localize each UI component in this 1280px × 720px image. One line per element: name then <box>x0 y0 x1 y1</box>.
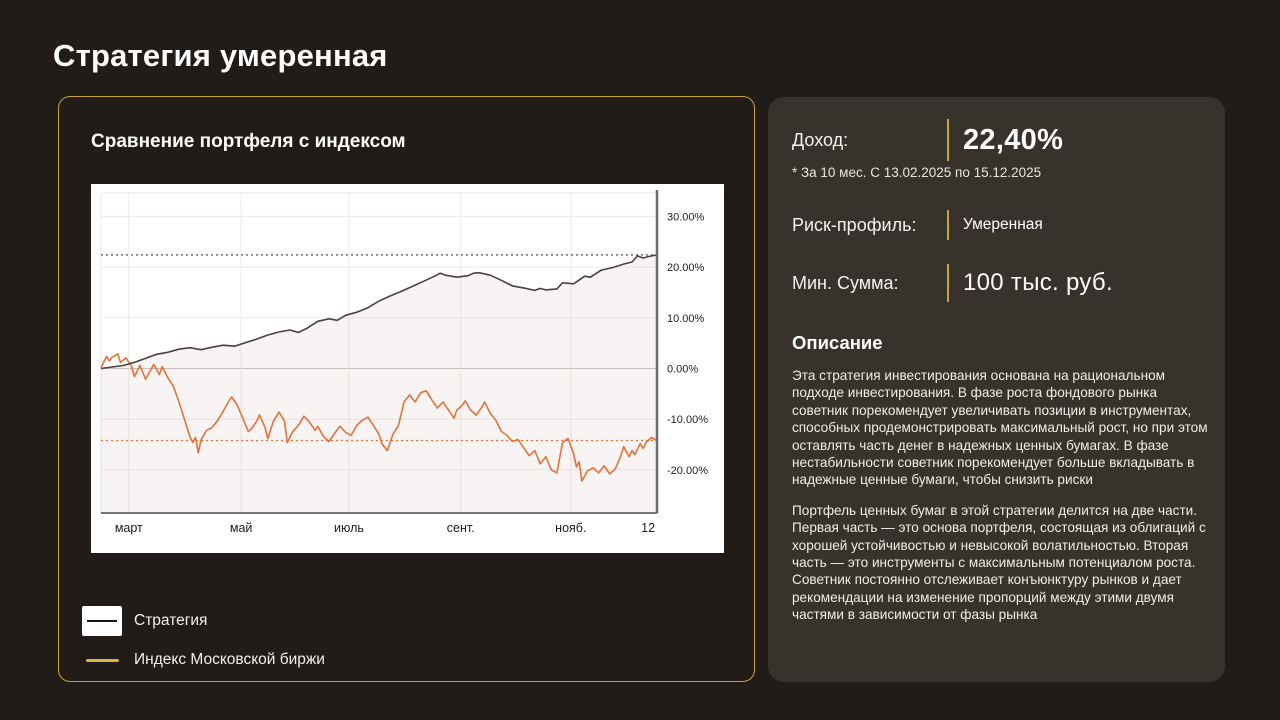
comparison-chart: 30.00% 20.00% 10.00% 0.00% -10.00% -20.00% мар… <box>100 190 708 535</box>
strategy-area-fill <box>101 254 657 513</box>
description-heading: Описание <box>792 332 883 353</box>
y-tick-label: 20.00% <box>667 262 705 274</box>
min-sum-value: 100 тыс. руб. <box>963 269 1113 296</box>
info-panel: Доход: 22,40% * За 10 мес. С 13.02.2025 … <box>768 97 1225 682</box>
x-tick-label: май <box>230 521 253 535</box>
x-tick-label: март <box>115 521 143 535</box>
strategy-swatch-icon <box>82 606 122 636</box>
income-label: Доход: <box>792 129 849 150</box>
risk-profile-value: Умеренная <box>963 216 1043 233</box>
description-paragraph-2: Портфель ценных бумаг в этой стратегии д… <box>792 502 1206 623</box>
min-sum-divider <box>947 264 949 302</box>
y-tick-label: -20.00% <box>667 465 708 477</box>
page-title: Стратегия умеренная <box>53 38 388 73</box>
income-row: Доход: 22,40% <box>792 119 1203 161</box>
legend-index-label: Индекс Московской биржи <box>134 651 325 668</box>
y-tick-label: 0.00% <box>667 364 698 376</box>
risk-profile-label: Риск-профиль: <box>792 214 917 235</box>
index-series-line <box>100 353 658 482</box>
min-sum-row: Мин. Сумма: 100 тыс. руб. <box>792 264 1203 302</box>
portfolio-comparison-panel: Сравнение портфеля с индексом 30.00% 20.0… <box>58 96 755 682</box>
income-value: 22,40% <box>963 123 1064 156</box>
income-period-note: * За 10 мес. С 13.02.2025 по 15.12.2025 <box>792 165 1042 180</box>
description-paragraph-1: Эта стратегия инвестирования основана на… <box>792 368 1208 488</box>
index-swatch-icon <box>82 645 122 675</box>
chart-card: 30.00% 20.00% 10.00% 0.00% -10.00% -20.00% мар… <box>91 184 724 553</box>
x-tick-label: июль <box>334 521 364 535</box>
income-divider <box>947 119 949 161</box>
strategy-series-line <box>100 254 658 370</box>
legend-item-index: Индекс Московской биржи <box>82 645 325 675</box>
y-tick-label: 10.00% <box>667 313 705 325</box>
x-tick-label: 12 <box>641 521 655 535</box>
risk-profile-divider <box>947 210 949 240</box>
min-sum-label: Мин. Сумма: <box>792 272 899 293</box>
risk-profile-row: Риск-профиль: Умеренная <box>792 210 1203 240</box>
legend-strategy-label: Стратегия <box>134 612 208 629</box>
chart-title: Сравнение портфеля с индексом <box>91 131 406 152</box>
y-tick-label: -10.00% <box>667 414 708 426</box>
legend: Стратегия Индекс Московской биржи <box>82 606 325 675</box>
x-tick-label: сент. <box>447 521 475 535</box>
y-tick-label: 30.00% <box>667 211 705 223</box>
legend-item-strategy: Стратегия <box>82 606 325 636</box>
x-tick-label: нояб. <box>555 521 586 535</box>
